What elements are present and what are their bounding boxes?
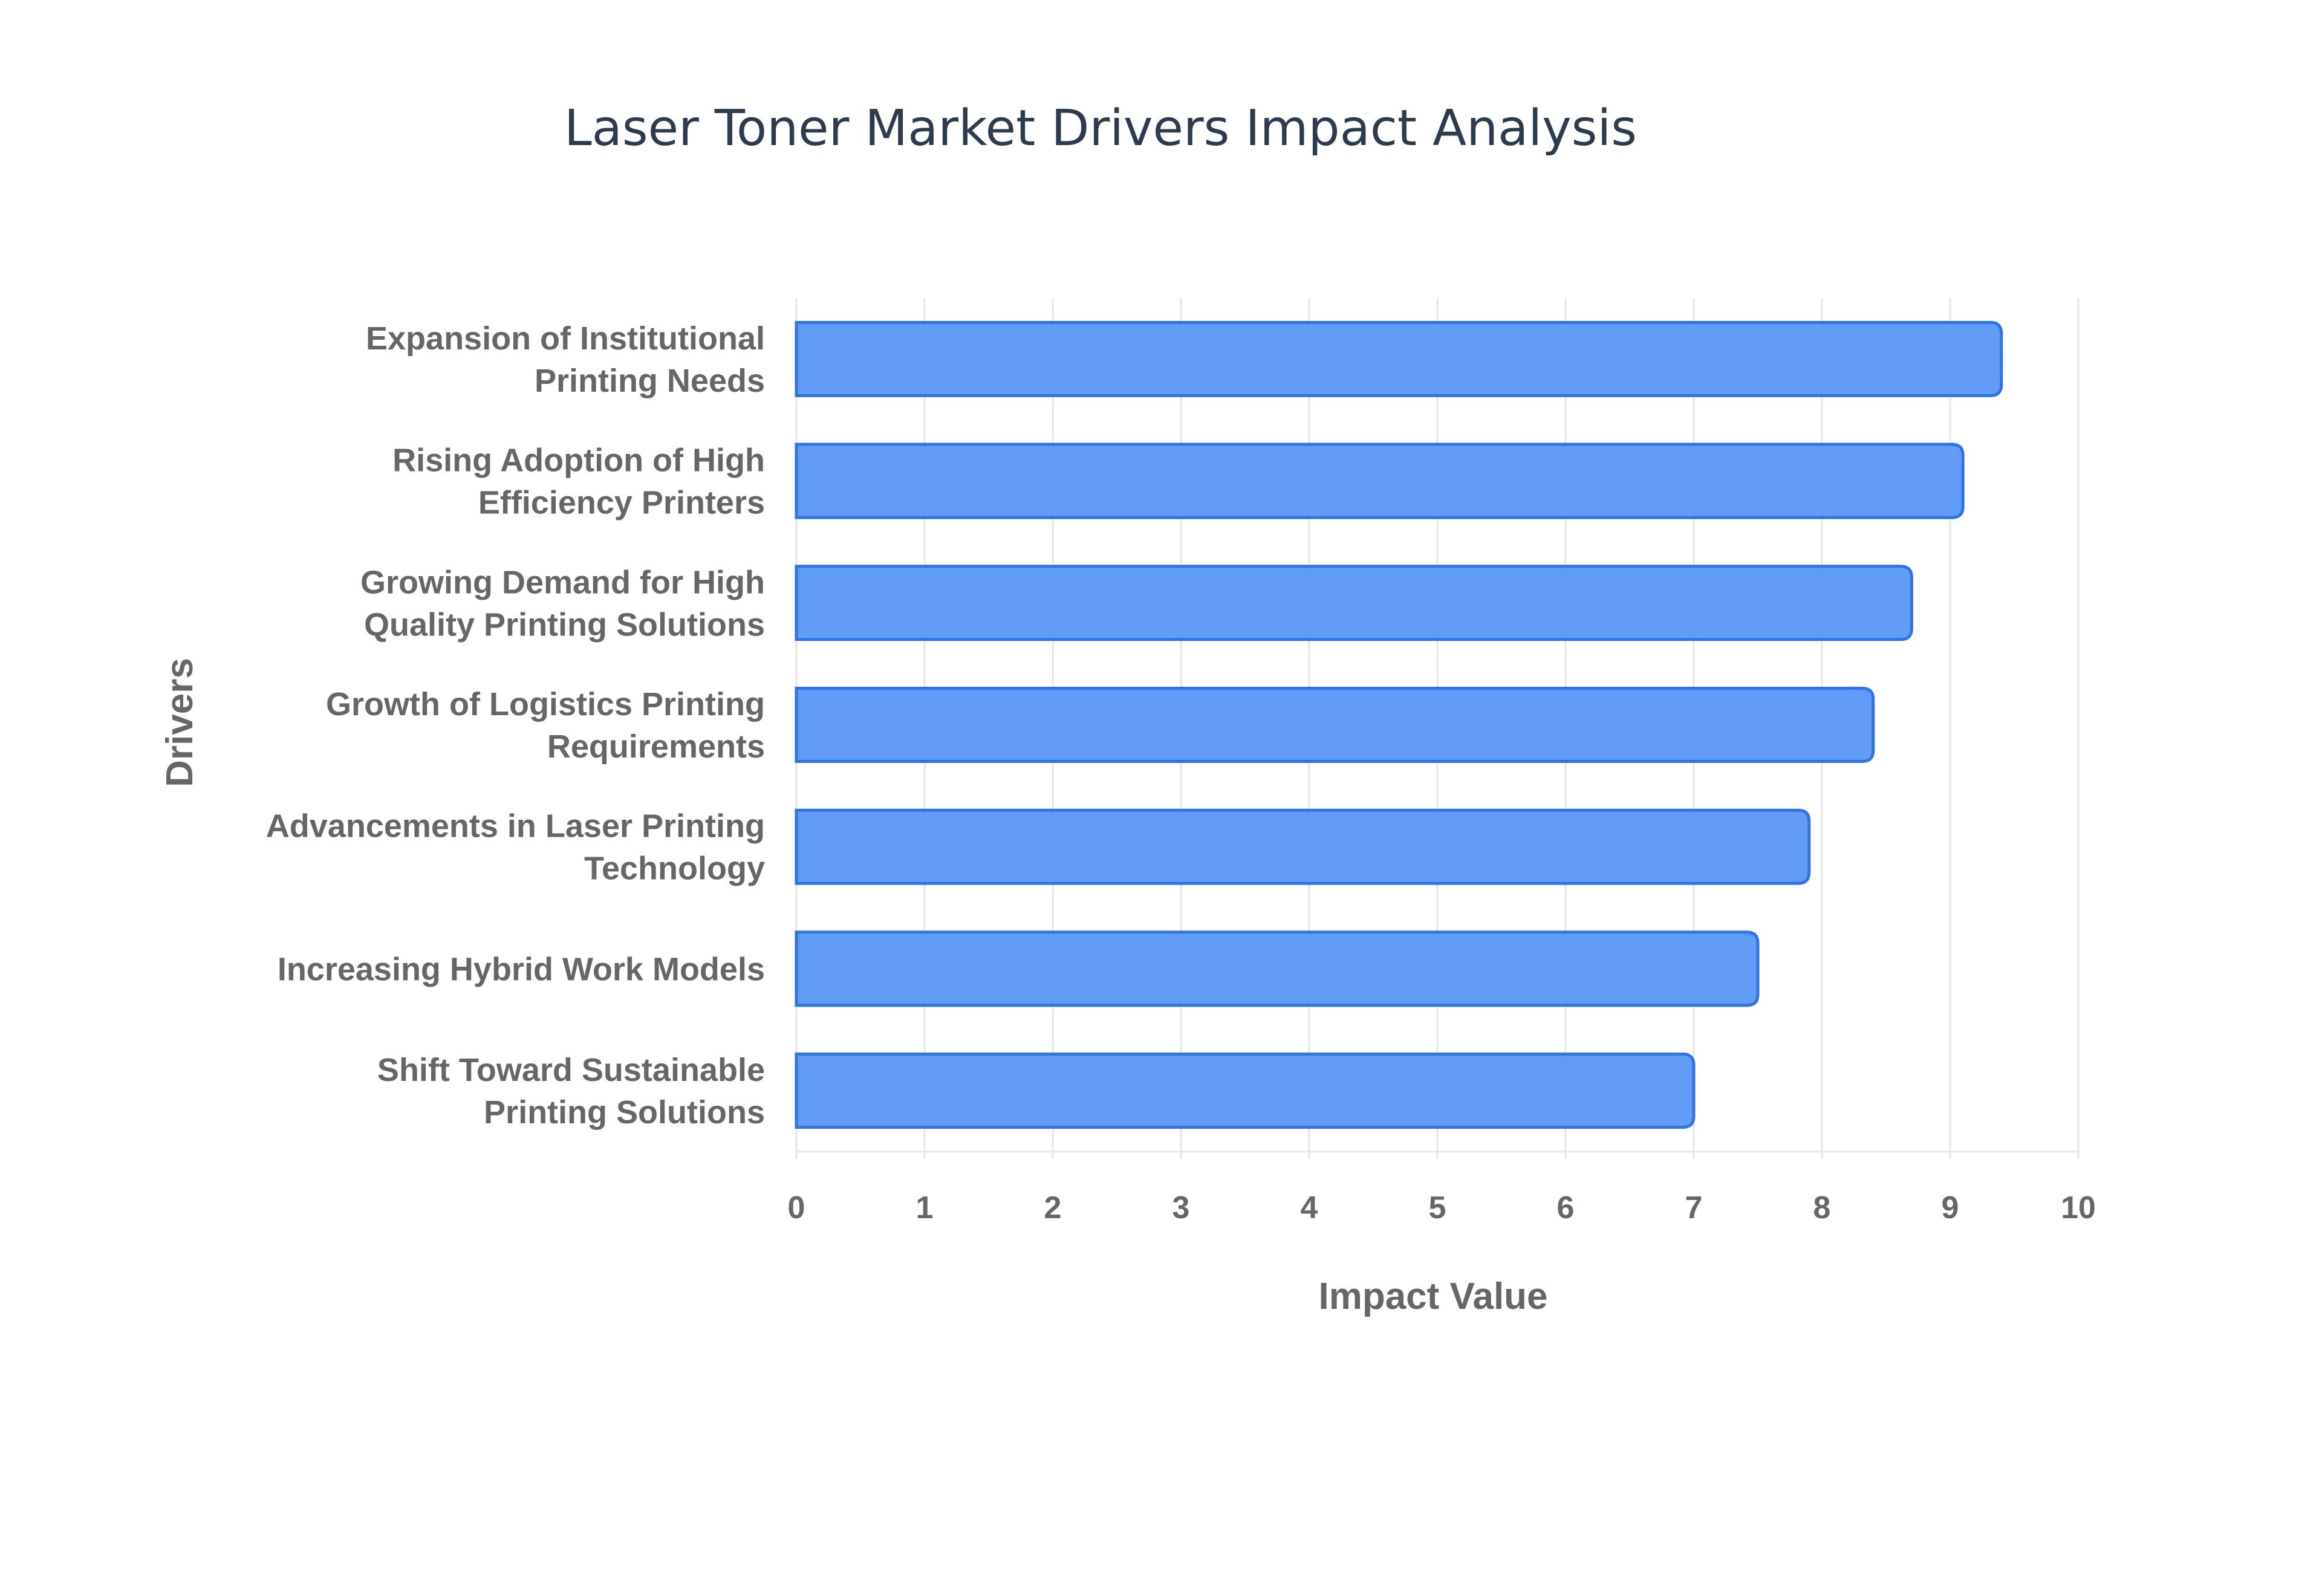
bar [795,808,1811,885]
category-label: Requirements [547,728,765,765]
category-label: Efficiency Printers [478,485,765,521]
x-axis-ticks: 0 1 2 3 4 5 6 7 8 9 10 [788,1190,2096,1225]
category-label: Technology [584,851,765,887]
bars [795,320,2003,1129]
x-tick-label: 3 [1172,1190,1190,1225]
bar [795,320,2003,397]
x-tick-label: 9 [1942,1190,1959,1225]
category-label: Growth of Logistics Printing [326,686,765,722]
chart-title: Laser Toner Market Drivers Impact Analys… [564,100,1637,157]
category-label: Growing Demand for High [360,564,765,600]
x-tick-label: 5 [1429,1190,1446,1225]
category-label: Printing Needs [535,363,765,399]
x-tick-label: 4 [1301,1190,1318,1225]
x-axis-title: Impact Value [1318,1276,1547,1317]
category-label: Shift Toward Sustainable [377,1052,765,1088]
x-tick-label: 2 [1044,1190,1062,1225]
bar [795,686,1875,764]
x-tick-label: 1 [916,1190,934,1225]
x-tick-label: 6 [1557,1190,1575,1225]
bar [795,565,1913,641]
bar [795,443,1965,519]
category-label: Advancements in Laser Printing [266,808,765,845]
category-label: Rising Adoption of High [392,443,765,479]
x-tick-label: 10 [2061,1190,2096,1225]
category-label: Printing Solutions [484,1094,765,1130]
bar [795,1053,1696,1129]
category-label: Expansion of Institutional [366,320,765,357]
x-tick-label: 7 [1685,1190,1703,1225]
bar [795,930,1760,1007]
category-label: Quality Printing Solutions [364,606,765,643]
x-tick-label: 0 [788,1190,805,1225]
category-labels: Expansion of Institutional Printing Needs… [266,320,765,1130]
x-tick-label: 8 [1813,1190,1831,1225]
y-axis-title: Drivers [159,658,201,787]
category-label: Increasing Hybrid Work Models [278,951,765,987]
